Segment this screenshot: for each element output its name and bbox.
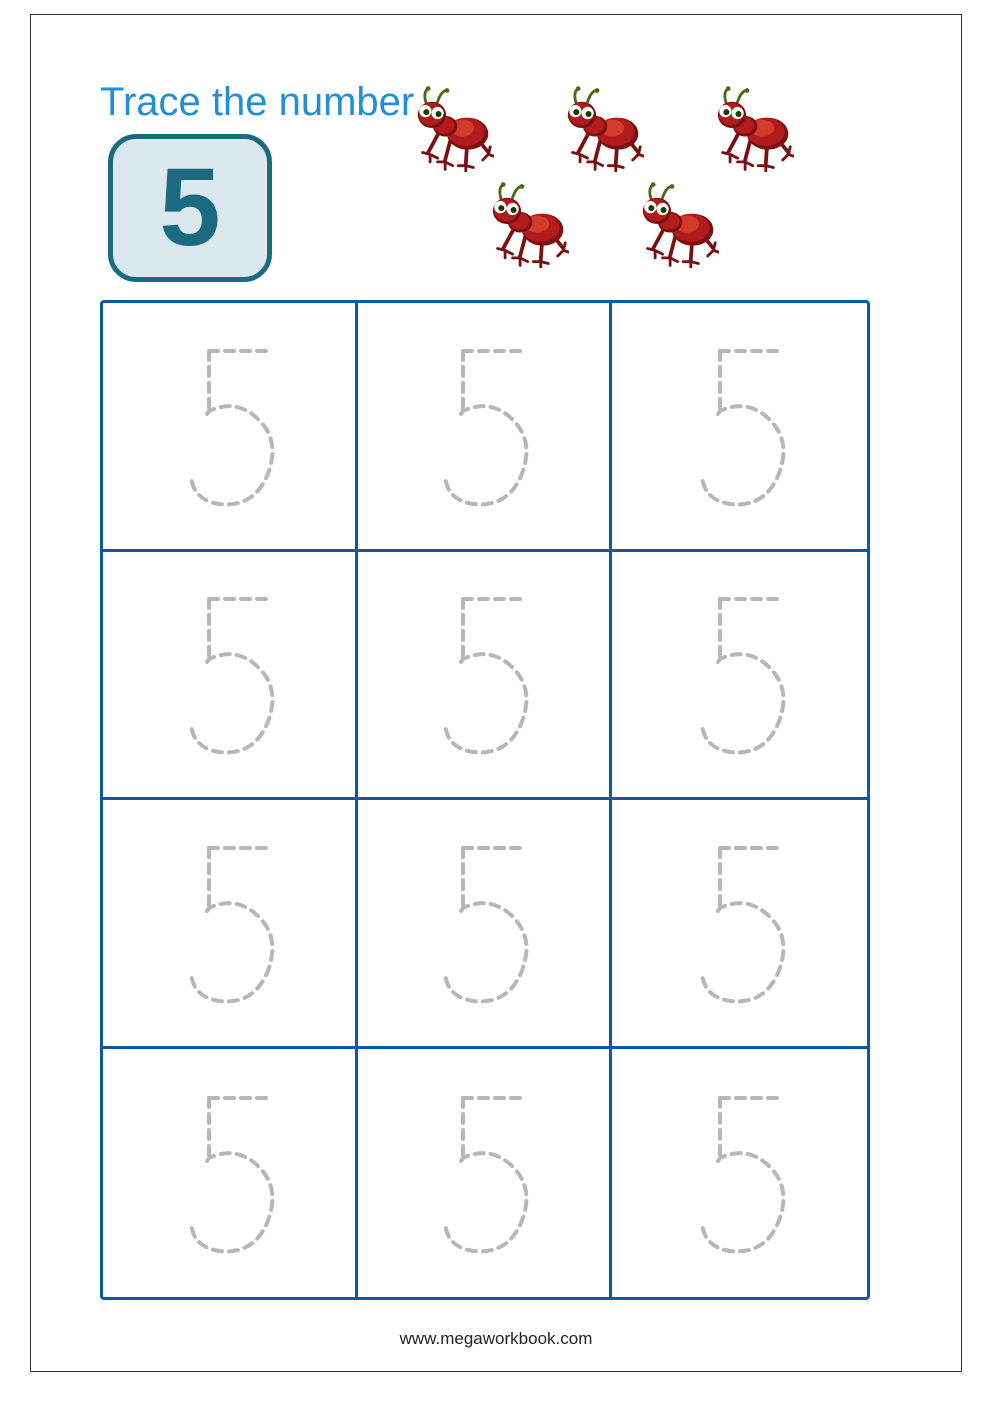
trace-digit-five xyxy=(680,336,800,516)
tracing-cell xyxy=(358,303,613,552)
tracing-cell xyxy=(103,303,358,552)
tracing-cell xyxy=(612,800,867,1049)
trace-digit-five xyxy=(169,584,289,764)
tracing-cell xyxy=(358,800,613,1049)
ant-icon xyxy=(550,86,644,172)
trace-digit-five xyxy=(423,1083,543,1263)
tracing-cell xyxy=(612,303,867,552)
ant-illustration-group xyxy=(400,80,920,290)
tracing-cell xyxy=(612,552,867,801)
trace-digit-five xyxy=(169,833,289,1013)
trace-digit-five xyxy=(169,1083,289,1263)
tracing-cell xyxy=(103,800,358,1049)
trace-digit-five xyxy=(423,833,543,1013)
header-region: Trace the number 5 xyxy=(100,80,892,290)
number-display-box: 5 xyxy=(108,134,272,282)
trace-digit-five xyxy=(680,584,800,764)
trace-digit-five xyxy=(423,336,543,516)
trace-digit-five xyxy=(680,1083,800,1263)
tracing-cell xyxy=(612,1049,867,1298)
tracing-cell xyxy=(103,1049,358,1298)
trace-digit-five xyxy=(169,336,289,516)
footer-url: www.megaworkbook.com xyxy=(0,1329,992,1349)
worksheet-page: Trace the number 5 xyxy=(0,0,992,1403)
number-label: 5 xyxy=(159,153,220,263)
trace-digit-five xyxy=(423,584,543,764)
ant-icon xyxy=(700,86,794,172)
worksheet-title: Trace the number xyxy=(100,80,414,125)
tracing-cell xyxy=(358,1049,613,1298)
trace-digit-five xyxy=(680,833,800,1013)
tracing-cell xyxy=(358,552,613,801)
tracing-cell xyxy=(103,552,358,801)
tracing-grid xyxy=(100,300,870,1300)
ant-icon xyxy=(475,182,569,268)
ant-icon xyxy=(400,86,494,172)
ant-icon xyxy=(625,182,719,268)
